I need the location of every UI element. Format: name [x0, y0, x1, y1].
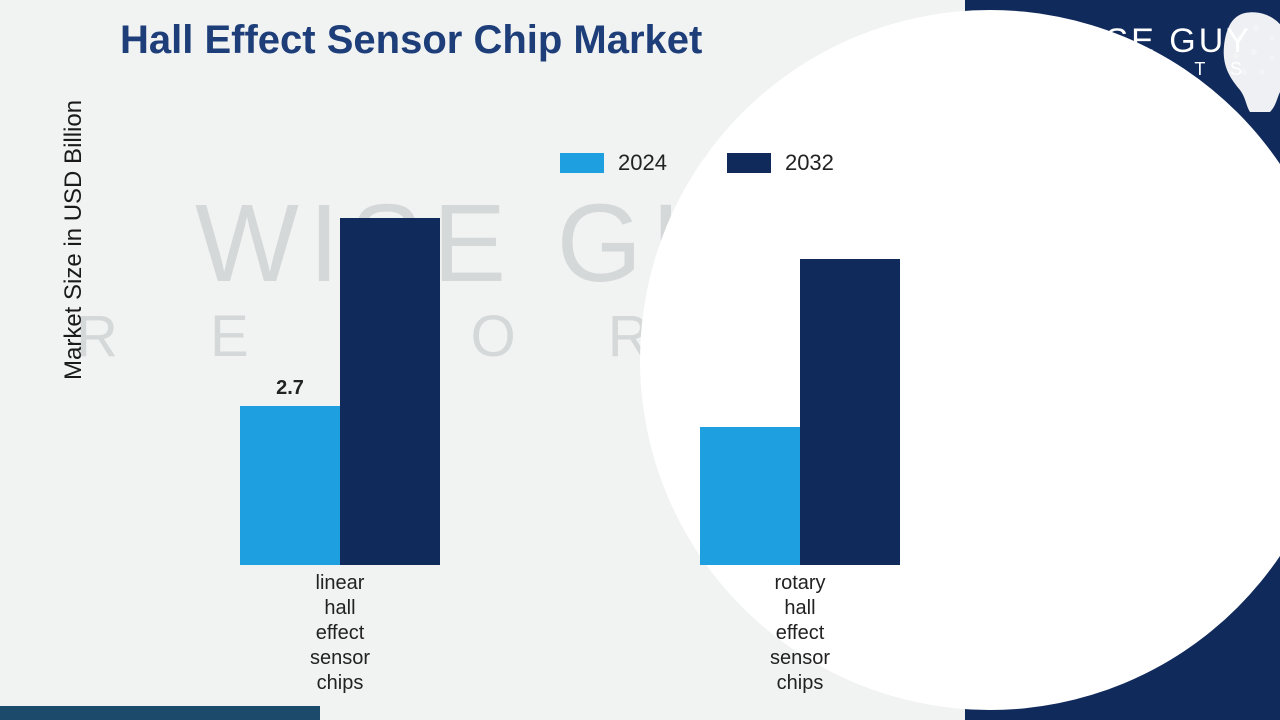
- legend-label-2032: 2032: [785, 150, 834, 176]
- legend-item-2024: 2024: [560, 150, 667, 176]
- category-label-rotary: rotaryhalleffectsensorchips: [740, 565, 860, 696]
- bar-linear-2032: [340, 218, 440, 565]
- chart-title: Hall Effect Sensor Chip Market: [120, 18, 702, 63]
- brand-logo-line2: R E P O R T S: [1006, 59, 1252, 80]
- y-axis-label: Market Size in USD Billion: [60, 100, 88, 380]
- legend-label-2024: 2024: [618, 150, 667, 176]
- bar-rotary-2032: [800, 259, 900, 565]
- brand-logo-line1: WISE GUY: [1006, 22, 1252, 61]
- category-label-linear: linearhalleffectsensorchips: [280, 565, 400, 696]
- legend-item-2032: 2032: [727, 150, 834, 176]
- bar-rotary-2024: [700, 427, 800, 565]
- chart-canvas: WISE GUY R E P O R T S Hall Effect Senso…: [0, 0, 1280, 720]
- plot-area: 2.7linearhalleffectsensorchipsrotaryhall…: [110, 200, 930, 565]
- legend: 2024 2032: [560, 150, 834, 176]
- legend-swatch-2024: [560, 153, 604, 173]
- bar-linear-2024: [240, 406, 340, 565]
- legend-swatch-2032: [727, 153, 771, 173]
- footer-accent-bar: [0, 706, 320, 720]
- brand-logo: WISE GUY R E P O R T S: [1006, 22, 1252, 80]
- bar-value-linear-2024: 2.7: [240, 377, 340, 400]
